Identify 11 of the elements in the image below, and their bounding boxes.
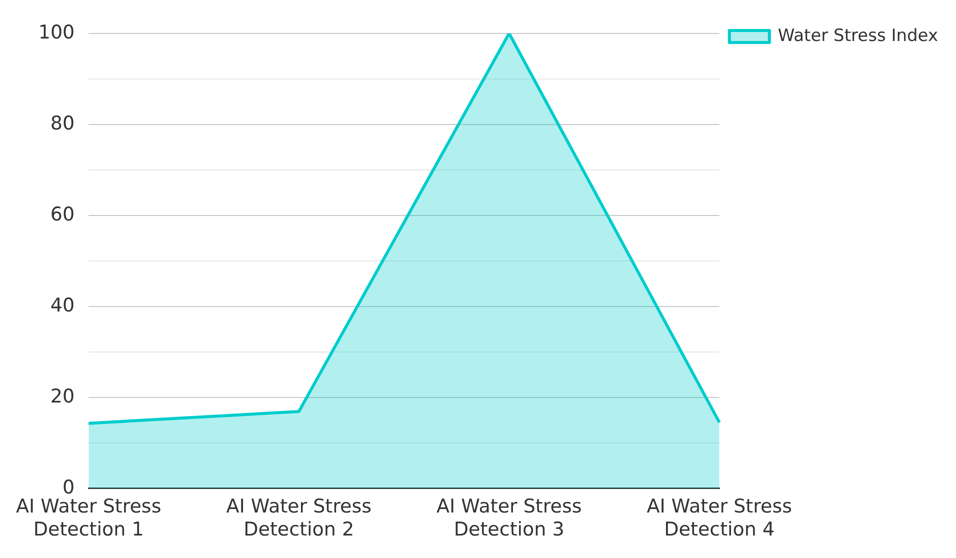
y-tick-label: 100 xyxy=(38,21,75,44)
legend-label: Water Stress Index xyxy=(778,26,938,46)
y-tick-label: 20 xyxy=(50,385,75,408)
y-tick-label: 60 xyxy=(50,203,75,226)
x-tick-label: AI Water Stress Detection 3 xyxy=(436,496,582,541)
y-tick-label: 40 xyxy=(50,294,75,316)
y-tick-label: 0 xyxy=(62,476,75,498)
x-tick-label: AI Water Stress Detection 1 xyxy=(16,496,162,541)
x-tick-label: AI Water Stress Detection 2 xyxy=(226,496,372,541)
y-tick-label: 80 xyxy=(50,112,75,134)
x-tick-label: AI Water Stress Detection 4 xyxy=(646,496,792,541)
